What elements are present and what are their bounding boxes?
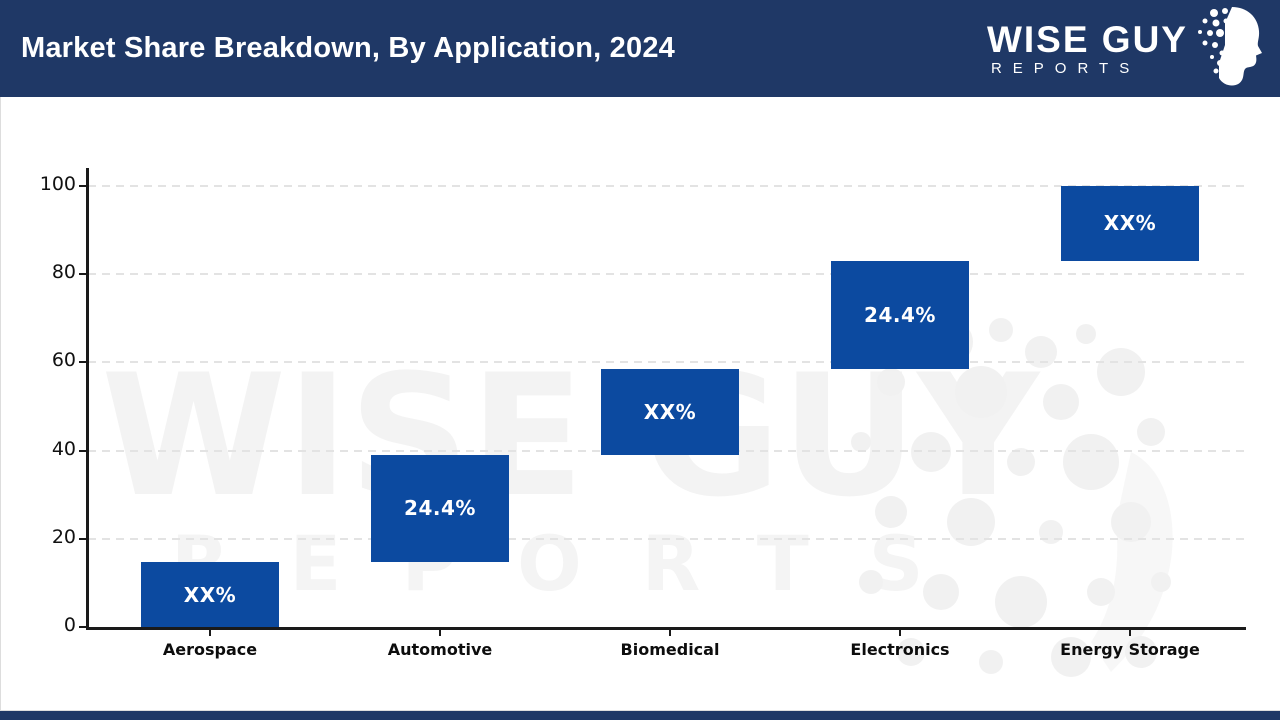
bar-automotive: 24.4% [371,454,509,563]
y-tick-label-40: 40 [51,437,76,460]
y-tick-40 [79,449,87,452]
logo-wordmark: WISE GUY [986,19,1188,60]
footer-bar [0,711,1280,720]
y-axis-line [86,168,89,629]
bar-value-label: XX% [1103,211,1157,236]
bar-value-label: XX% [183,582,237,607]
wiseguy-face-logo-icon [1192,5,1264,93]
x-category-label: Aerospace [162,640,258,659]
wiseguy-logo-text: WISE GUY REPORTS [987,21,1188,76]
gridline-100 [88,185,1246,187]
bar-value-label: XX% [643,399,697,424]
y-tick-label-100: 100 [39,173,76,195]
y-tick-0 [79,626,87,628]
y-tick-label-80: 80 [51,261,76,284]
x-tick-3 [899,629,901,636]
logo-subtitle: REPORTS [990,60,1141,77]
y-tick-80 [79,273,87,276]
y-tick-100 [79,185,87,187]
x-category-label: Electronics [850,640,950,659]
gridline-20 [88,537,1246,540]
y-tick-20 [79,537,87,540]
bar-biomedical: XX% [601,368,739,455]
x-tick-1 [439,629,441,636]
page-title: Market Share Breakdown, By Application, … [21,32,675,64]
gridline-60 [88,361,1246,364]
bar-electronics: 24.4% [831,260,969,369]
x-tick-2 [669,629,671,636]
x-category-label: Biomedical [620,640,720,659]
x-category-label: Energy Storage [1060,640,1200,659]
header-bar: Market Share Breakdown, By Application, … [0,0,1280,97]
bar-energy-storage: XX% [1061,186,1199,261]
x-category-label: Automotive [387,640,493,659]
x-tick-0 [209,629,211,636]
y-tick-60 [79,361,87,364]
wiseguy-logo: WISE GUY REPORTS [987,5,1280,93]
x-tick-4 [1129,629,1131,636]
bar-value-label: 24.4% [404,496,476,521]
gridline-80 [88,273,1246,276]
x-axis-line [86,627,1246,630]
bar-value-label: 24.4% [864,302,936,327]
y-tick-label-0: 0 [63,614,76,636]
bar-aerospace: XX% [141,562,279,627]
y-tick-label-60: 60 [51,349,76,372]
y-tick-label-20: 20 [51,525,76,548]
